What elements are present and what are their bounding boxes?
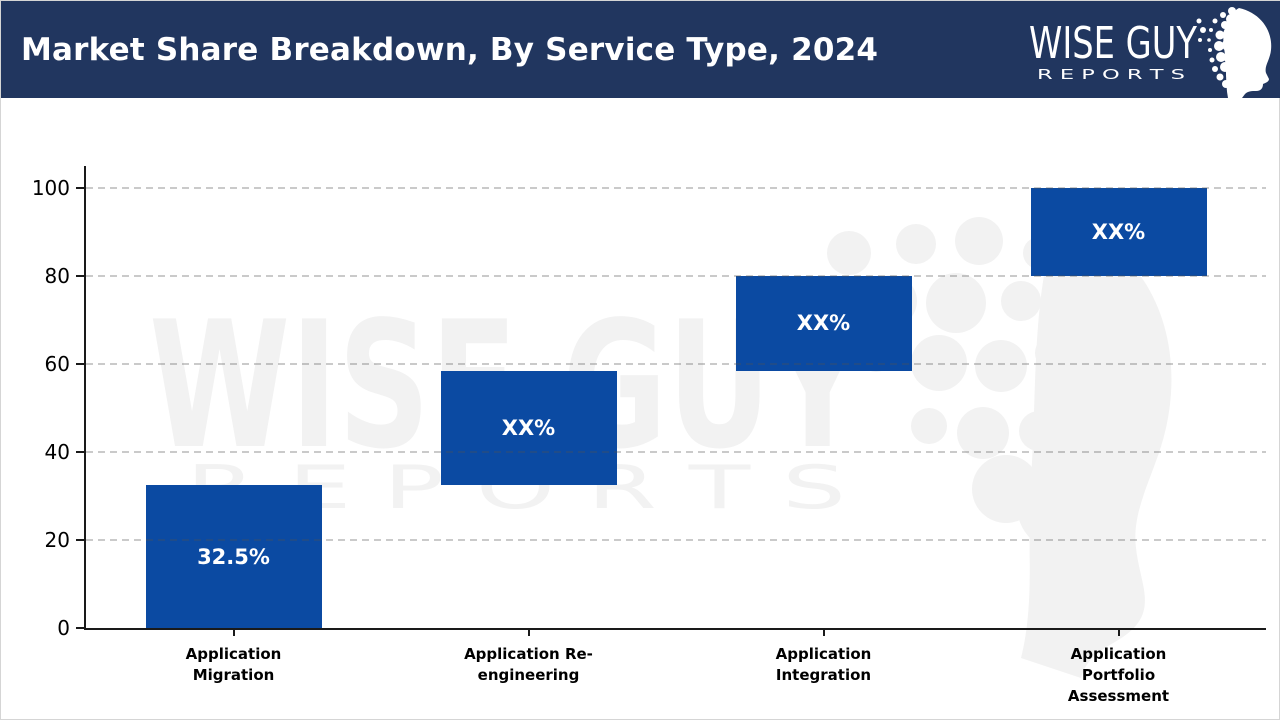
y-tick-label-40: 40: [44, 440, 70, 464]
x-category-label-2: Application Re-engineering: [464, 645, 593, 684]
x-tick-4: [1117, 628, 1120, 636]
y-tick-20: [76, 539, 84, 541]
wiseguy-logo: WISE GUY R E P O R T S: [1029, 7, 1272, 98]
x-category-label-1: Application Migration: [185, 645, 282, 684]
y-tick-label-20: 20: [44, 528, 70, 552]
y-tick-label-100: 100: [31, 176, 70, 200]
y-axis-line: [84, 166, 86, 630]
gridline-40: [86, 451, 1266, 453]
x-category-label-4: Application Portfolio Assessment: [1067, 645, 1170, 705]
y-tick-label-0: 0: [57, 616, 70, 640]
header: Market Share Breakdown, By Service Type,…: [1, 1, 1280, 98]
bar-4: XX%: [1030, 188, 1207, 276]
bar-value-label: 32.5%: [197, 544, 270, 569]
logo-wordmark: WISE GUY: [1029, 18, 1197, 69]
gridline-100: [86, 187, 1266, 189]
bar-1: 32.5%: [145, 485, 322, 628]
x-tick-1: [232, 628, 235, 636]
y-tick-40: [76, 451, 84, 453]
x-tick-3: [822, 628, 825, 636]
y-tick-80: [76, 275, 84, 277]
chart-region: WISE GUY R E P O R T S 0 20 40 60 80 100 32.5%…: [1, 98, 1280, 720]
logo-subtext: R E P O R T S: [1037, 68, 1185, 83]
gridline-80: [86, 275, 1266, 277]
gridline-20: [86, 539, 1266, 541]
gridline-60: [86, 363, 1266, 365]
y-tick-label-60: 60: [44, 352, 70, 376]
y-tick-100: [76, 187, 84, 189]
bar-2: XX%: [440, 370, 617, 485]
x-category-label-3: Application Integration: [775, 645, 872, 684]
logo-head-icon: [1196, 7, 1272, 98]
bar-value-label: XX%: [1091, 220, 1146, 244]
waterfall-chart: 0 20 40 60 80 100 32.5% Application Migration XX%…: [32, 166, 1266, 705]
y-tick-0: [76, 627, 84, 629]
x-tick-2: [527, 628, 530, 636]
y-tick-60: [76, 363, 84, 365]
y-tick-label-80: 80: [44, 264, 70, 288]
bar-3: XX%: [735, 276, 912, 371]
bar-value-label: XX%: [501, 415, 556, 440]
bar-value-label: XX%: [796, 311, 851, 336]
x-axis-line: [84, 628, 1266, 630]
page-title: Market Share Breakdown, By Service Type,…: [21, 31, 879, 68]
